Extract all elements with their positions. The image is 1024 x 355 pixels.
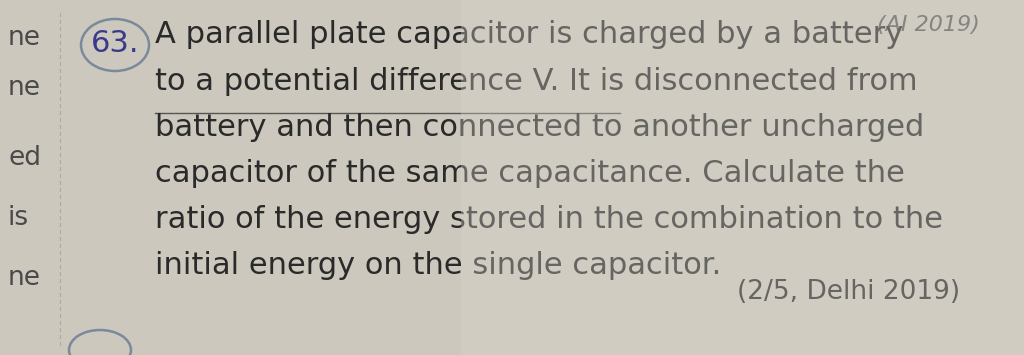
Text: ed: ed xyxy=(8,145,41,171)
Text: capacitor of the same capacitance. Calculate the: capacitor of the same capacitance. Calcu… xyxy=(155,159,905,188)
Text: ne: ne xyxy=(8,25,41,51)
Text: (AI 2019): (AI 2019) xyxy=(878,15,980,35)
Text: 63.: 63. xyxy=(91,28,139,58)
Text: A parallel plate capacitor is charged by a battery: A parallel plate capacitor is charged by… xyxy=(155,20,903,49)
Text: ne: ne xyxy=(8,75,41,101)
Text: initial energy on the single capacitor.: initial energy on the single capacitor. xyxy=(155,251,721,280)
Text: battery and then connected to another uncharged: battery and then connected to another un… xyxy=(155,113,925,142)
Text: to a potential difference V. It is disconnected from: to a potential difference V. It is disco… xyxy=(155,67,918,96)
Text: ne: ne xyxy=(8,265,41,291)
Text: (2/5, Delhi 2019): (2/5, Delhi 2019) xyxy=(737,279,961,305)
Text: ratio of the energy stored in the combination to the: ratio of the energy stored in the combin… xyxy=(155,205,943,234)
Bar xyxy=(461,0,1024,355)
Text: is: is xyxy=(8,205,29,231)
